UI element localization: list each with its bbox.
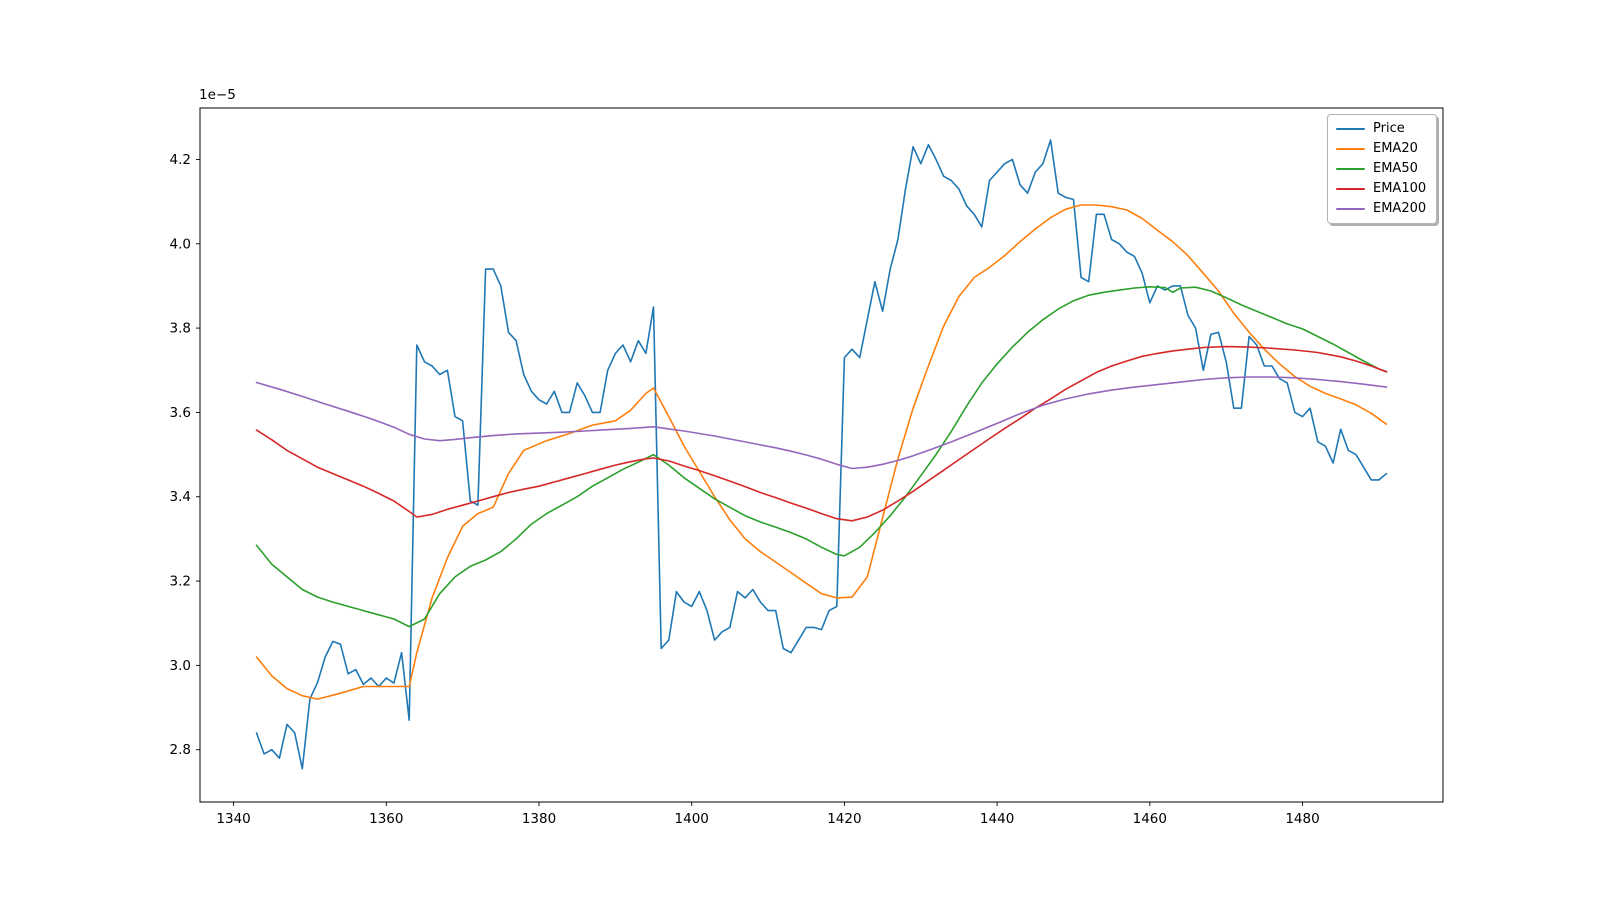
legend-line-swatch (1336, 208, 1365, 210)
legend-label: EMA20 (1373, 141, 1418, 156)
legend-line-swatch (1336, 188, 1365, 190)
series-line-ema50 (255, 285, 1388, 628)
series-line-price (255, 139, 1388, 770)
y-axis-offset-label: 1e−5 (199, 87, 236, 103)
legend-entry-ema50: EMA50 (1328, 159, 1436, 179)
legend-line-swatch (1336, 128, 1365, 130)
x-tick-label: 1440 (980, 811, 1014, 827)
legend-line-swatch (1336, 168, 1365, 170)
y-tick-label: 3.4 (170, 489, 191, 505)
x-tick-label: 1380 (522, 811, 556, 827)
legend-line-swatch (1336, 148, 1365, 150)
x-tick-label: 1420 (827, 811, 861, 827)
y-tick-label: 3.2 (170, 574, 191, 590)
y-tick-label: 2.8 (170, 742, 191, 758)
x-tick-label: 1360 (369, 811, 403, 827)
plot-frame (199, 107, 1444, 803)
y-tick-label: 3.0 (170, 658, 191, 674)
legend-label: Price (1373, 121, 1405, 136)
x-tick-label: 1480 (1285, 811, 1319, 827)
legend: Price EMA20 EMA50 EMA100 EMA200 (1327, 114, 1437, 224)
y-tick-label: 3.6 (170, 405, 191, 421)
x-tick-label: 1460 (1133, 811, 1167, 827)
y-tick-label: 4.2 (170, 152, 191, 168)
y-tick-label: 4.0 (170, 236, 191, 252)
legend-entry-ema200: EMA200 (1328, 199, 1436, 219)
legend-entry-price: Price (1328, 119, 1436, 139)
x-tick-label: 1400 (675, 811, 709, 827)
series-line-ema20 (255, 204, 1388, 700)
legend-entry-ema20: EMA20 (1328, 139, 1436, 159)
legend-label: EMA100 (1373, 181, 1427, 196)
y-tick-label: 3.8 (170, 321, 191, 337)
x-tick-label: 1340 (216, 811, 250, 827)
legend-label: EMA50 (1373, 161, 1418, 176)
legend-entry-ema100: EMA100 (1328, 179, 1436, 199)
series-line-ema200 (255, 376, 1388, 470)
legend-label: EMA200 (1373, 201, 1427, 216)
series-line-ema100 (255, 345, 1388, 522)
